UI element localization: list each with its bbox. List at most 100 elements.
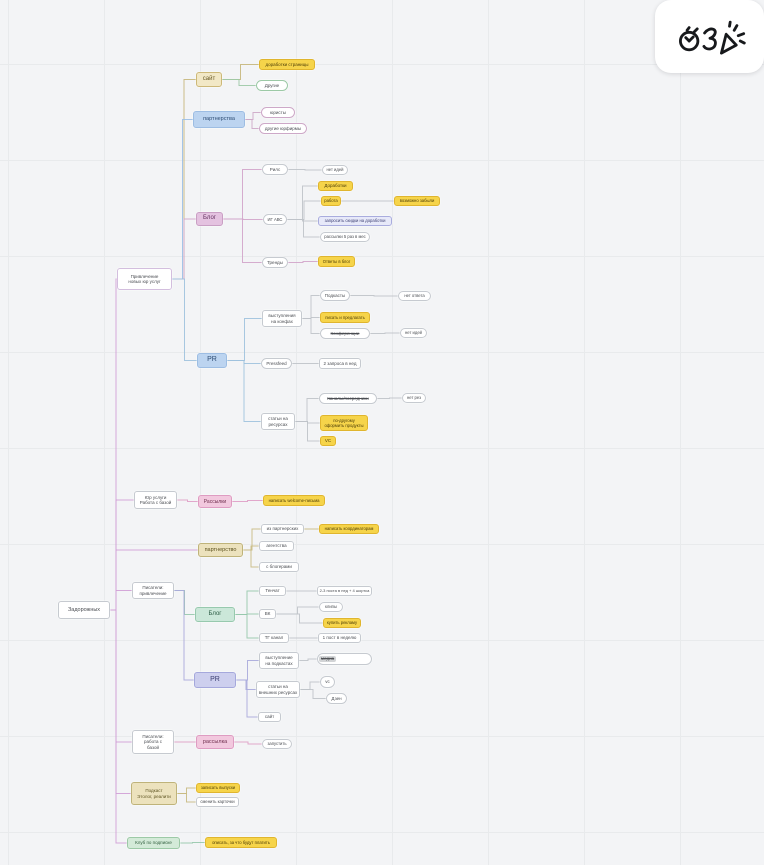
edge-b1lbl-b1rass [177, 499, 198, 502]
node-label: с блогерами [266, 564, 292, 570]
edge-igavs-rabota [287, 200, 321, 220]
node-noidea2[interactable]: нет идей [400, 328, 427, 338]
node-label: написать координаторам [324, 526, 374, 532]
node-kanaly[interactable]: Каналы/посредники [319, 393, 377, 404]
node-vk[interactable]: ВК [259, 609, 276, 619]
node-label: 2 запроса в нед [323, 360, 357, 366]
node-b1lbl[interactable]: Юр услуги Работа с базой [134, 491, 177, 509]
node-skidki[interactable]: запросить скидки на доработки [318, 216, 392, 226]
node-stati1[interactable]: статьи на ресурсах [261, 413, 295, 430]
node-b4stati[interactable]: статьи на внешних ресурсах [256, 681, 300, 698]
node-vc1[interactable]: VC [320, 436, 336, 446]
node-vkc1[interactable]: клипы [319, 602, 343, 612]
edge-partners-pa1 [245, 112, 261, 120]
node-sait[interactable]: сайт [196, 72, 222, 87]
node-label: Конференции [330, 330, 360, 336]
node-vkc2[interactable]: купить рекламу [323, 618, 361, 628]
node-pressfeed[interactable]: Pressfeed [261, 358, 292, 369]
node-tenchat1[interactable]: 2-3 поста в нед + 4 шортса [317, 586, 372, 596]
node-trendy[interactable]: Тренды [262, 257, 288, 268]
board-logo[interactable] [655, 0, 764, 73]
edge-b2partn-b2c3 [243, 549, 259, 568]
node-b2c2[interactable]: агентства [259, 541, 294, 551]
node-pr1[interactable]: PR [197, 353, 227, 368]
node-konf[interactable]: Конференции [320, 328, 370, 339]
node-dorab1[interactable]: доработки страницы [259, 59, 315, 70]
node-podcasts1[interactable]: Подкасты [320, 290, 350, 301]
node-b6pod[interactable]: Подкаст Этолог, реалити [131, 782, 177, 805]
edge-blog1-reels [223, 169, 262, 220]
node-rass5[interactable]: рассылки 5 раз в мес [320, 232, 370, 242]
node-zapustit[interactable]: запустить [262, 739, 292, 749]
node-label: ВК [264, 611, 271, 617]
node-pisat[interactable]: писать и предлагать [320, 312, 370, 323]
node-b7y[interactable]: описать, за что будут платить [205, 837, 277, 848]
edge-b4stati-dzen [300, 689, 326, 699]
node-zabyli[interactable]: возможно забыли [394, 196, 440, 206]
node-label: ТГ канал [264, 635, 284, 641]
node-label: запустить [267, 741, 287, 747]
node-noidea1[interactable]: нет идей [322, 165, 348, 175]
node-rabota[interactable]: работа [321, 196, 341, 206]
node-label: нет идей [404, 330, 423, 336]
node-priv[interactable]: Привлечение новых юр услуг [117, 268, 172, 290]
node-reels[interactable]: Рилс [262, 164, 288, 175]
edge-b4vyst-media [299, 658, 317, 661]
node-welcome[interactable]: написать welcome-письма [263, 495, 325, 506]
node-b6y[interactable]: записать выпуски [196, 783, 240, 793]
node-vystup1[interactable]: выступления на конфах [262, 310, 302, 327]
node-label: 2-3 поста в нед + 4 шортса [319, 587, 370, 593]
node-b7club[interactable]: Клуб по подписке [127, 837, 180, 849]
edge-b4pr-b4sait [236, 679, 258, 718]
node-b4sait[interactable]: сайт [258, 712, 281, 722]
edge-root-b5lbl [110, 609, 132, 743]
node-b5lbl[interactable]: Писатели: работа с базой [132, 730, 174, 754]
node-pa1[interactable]: юристы [261, 107, 295, 118]
edge-priv-blog1 [172, 218, 196, 280]
node-nootvet[interactable]: нет ответа [398, 291, 431, 301]
node-root[interactable]: Задорожных [58, 601, 110, 619]
node-b2c3[interactable]: с блогерами [259, 562, 299, 572]
node-tenchat[interactable]: Тенчат [259, 586, 286, 596]
node-b4vyst[interactable]: выступление на подкастах [259, 652, 299, 669]
node-norez[interactable]: нет рез [402, 393, 426, 403]
node-b6w[interactable]: сменить карточки [196, 797, 239, 807]
node-label: PR [207, 356, 217, 364]
node-label: Привлечение новых юр услуг [128, 273, 161, 284]
node-label: Клуб по подписке [135, 840, 172, 846]
node-b2c1[interactable]: из партнерских [261, 524, 304, 534]
node-pa2[interactable]: другие юрфирмы [259, 123, 307, 134]
node-dzen[interactable]: Дзен [326, 693, 347, 704]
node-igavs[interactable]: ИГ АВС [263, 214, 287, 225]
node-tg[interactable]: ТГ канал [259, 633, 289, 643]
node-label: Задорожных [67, 606, 101, 613]
edge-konf-noidea2 [370, 332, 400, 334]
node-drugie[interactable]: Другие [256, 80, 288, 91]
node-label: написать welcome-письма [268, 497, 320, 503]
node-media[interactable]: медиа [317, 653, 372, 665]
edge-b2partn-b2c2 [243, 545, 259, 551]
node-b4vc[interactable]: vc [320, 676, 335, 688]
node-b4pr[interactable]: PR [194, 672, 236, 688]
node-blog1[interactable]: Блог [196, 212, 223, 226]
node-partners[interactable]: партнерства [193, 111, 245, 128]
edge-b6pod-b6y [177, 787, 196, 794]
node-label: PR [210, 675, 220, 683]
edge-pr1-vystup1 [227, 318, 262, 361]
node-dorab2[interactable]: Доработки [318, 181, 353, 191]
node-b3lbl[interactable]: Писатели: привлечение [132, 582, 174, 599]
edge-sait-dorab1 [222, 64, 259, 80]
node-otvety[interactable]: Ответы в блог [318, 256, 355, 267]
node-zapr2[interactable]: 2 запроса в нед [319, 358, 361, 369]
node-pereoform[interactable]: по-другому оформить продукты [320, 415, 368, 431]
node-b5rass[interactable]: рассылка [196, 735, 234, 749]
node-tg1[interactable]: 1 пост в неделю [318, 633, 361, 643]
edge-blog1-trendy [223, 218, 262, 263]
edge-b3lbl-b4pr [174, 590, 194, 681]
node-b1rass[interactable]: Рассылки [198, 495, 232, 508]
node-b2y[interactable]: написать координаторам [319, 524, 379, 534]
node-b3blog[interactable]: Блог [195, 607, 235, 622]
node-label: Ответы в блог [322, 258, 351, 264]
node-b2partn[interactable]: партнерство [198, 543, 243, 557]
